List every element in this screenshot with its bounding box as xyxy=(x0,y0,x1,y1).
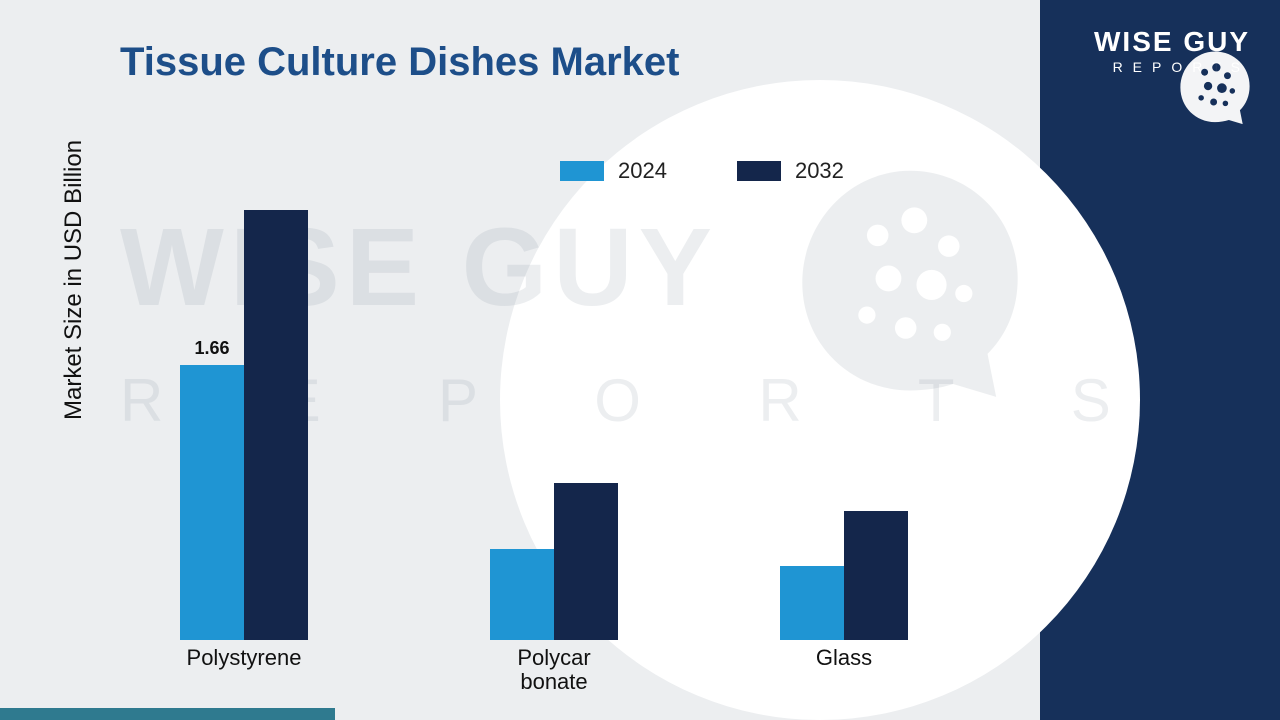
bar-group xyxy=(180,210,308,640)
bar-group xyxy=(780,511,908,640)
value-label: 1.66 xyxy=(194,338,229,359)
legend-item: 2032 xyxy=(737,158,844,184)
category-label: Polycarbonate xyxy=(464,640,644,694)
legend-item: 2024 xyxy=(560,158,667,184)
category-label: Glass xyxy=(754,640,934,670)
bar xyxy=(780,566,844,640)
category-label: Polystyrene xyxy=(154,640,334,670)
chart-stage: WISE GUY R E P O R T S Tissue Culture Di… xyxy=(0,0,1280,720)
legend-label: 2032 xyxy=(795,158,844,184)
brand-logo: WISE GUY REPORTS xyxy=(1094,28,1250,74)
y-axis-label: Market Size in USD Billion xyxy=(60,140,88,420)
legend-swatch xyxy=(560,161,604,181)
bar xyxy=(490,549,554,640)
bar xyxy=(180,365,244,640)
brand-head-icon xyxy=(1170,48,1260,138)
bar xyxy=(844,511,908,640)
legend: 2024 2032 xyxy=(560,158,844,184)
bar-group xyxy=(490,483,618,640)
plot-area: PolystyrenePolycarbonateGlass1.66 xyxy=(140,210,980,640)
footer-accent-bar xyxy=(0,708,335,720)
legend-label: 2024 xyxy=(618,158,667,184)
chart-title: Tissue Culture Dishes Market xyxy=(120,40,679,85)
bar xyxy=(244,210,308,640)
legend-swatch xyxy=(737,161,781,181)
bar xyxy=(554,483,618,640)
